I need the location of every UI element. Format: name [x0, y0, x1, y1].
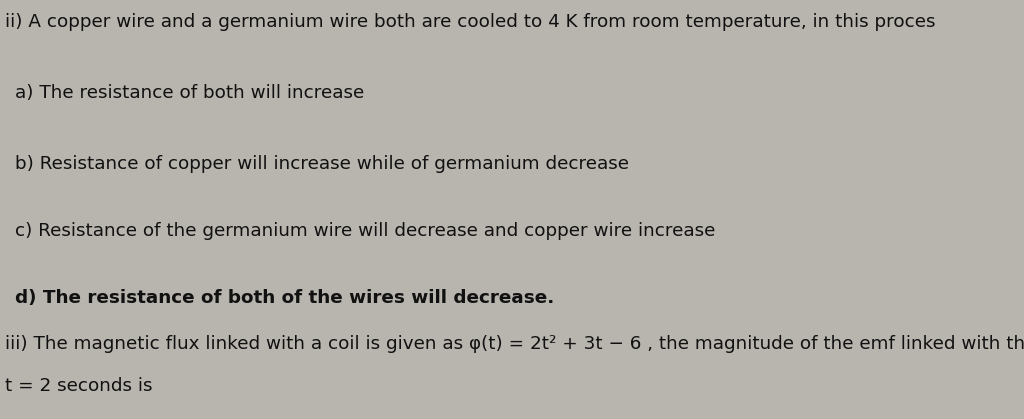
Text: b) Resistance of copper will increase while of germanium decrease: b) Resistance of copper will increase wh… [15, 155, 630, 173]
Text: iii) The magnetic flux linked with a coil is given as φ(t) = 2t² + 3t − 6 , the : iii) The magnetic flux linked with a coi… [5, 335, 1024, 353]
Text: c) Resistance of the germanium wire will decrease and copper wire increase: c) Resistance of the germanium wire will… [15, 222, 716, 240]
Text: d) The resistance of both of the wires will decrease.: d) The resistance of both of the wires w… [15, 289, 555, 307]
Text: t = 2 seconds is: t = 2 seconds is [5, 377, 153, 395]
Text: ii) A copper wire and a germanium wire both are cooled to 4 K from room temperat: ii) A copper wire and a germanium wire b… [5, 13, 936, 31]
Text: a) The resistance of both will increase: a) The resistance of both will increase [15, 84, 365, 102]
